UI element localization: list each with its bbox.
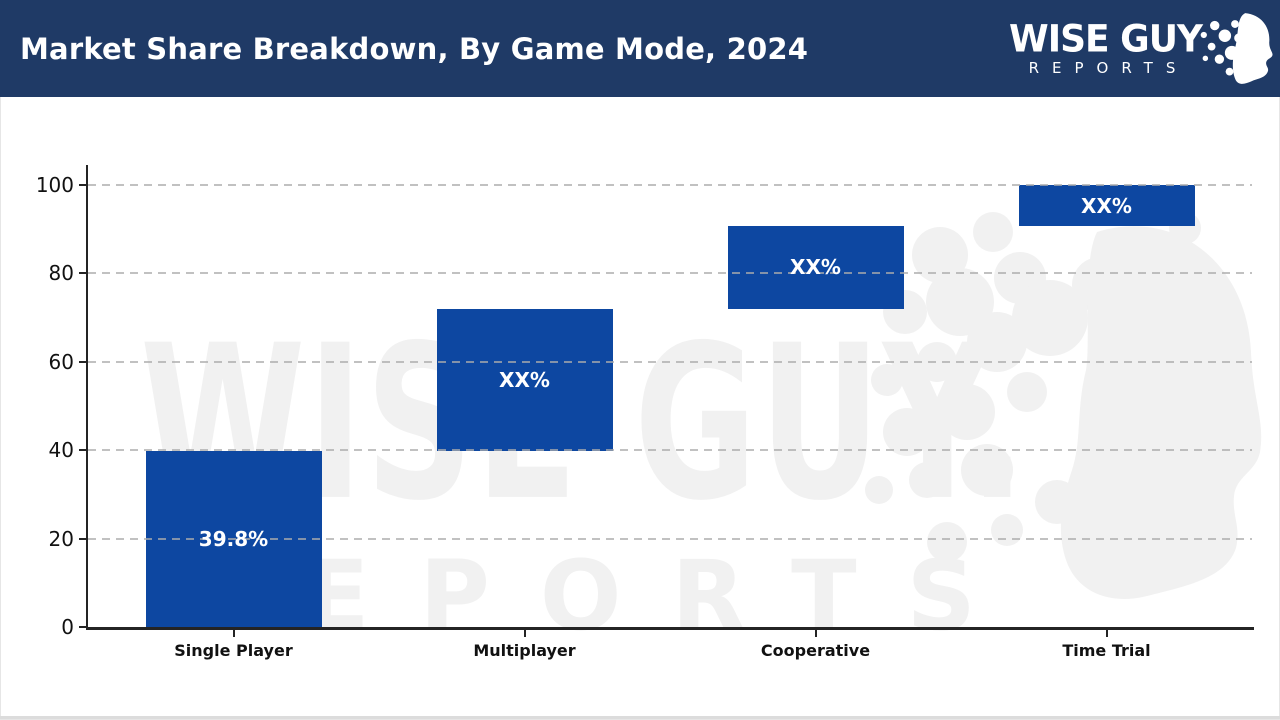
- gridline-80: [88, 272, 1252, 275]
- page-title: Market Share Breakdown, By Game Mode, 20…: [20, 31, 809, 66]
- logo-reports-label: REPORTS: [1028, 59, 1189, 77]
- category-label-cooperative: Cooperative: [760, 641, 871, 660]
- y-tick-label-40: 40: [48, 438, 74, 463]
- gridline-20: [88, 537, 1252, 540]
- category-label-time-trial: Time Trial: [1062, 641, 1151, 660]
- x-tick-time-trial: [1105, 629, 1108, 637]
- logo-text: WISE GUY REPORTS: [1008, 17, 1203, 77]
- y-tick-label-60: 60: [48, 349, 74, 374]
- wise-guy-logo: WISE GUY REPORTS: [1009, 4, 1274, 94]
- y-tick-40: [79, 449, 88, 452]
- x-axis-spine: [86, 627, 1254, 630]
- bar-time-trial: [1018, 185, 1195, 227]
- bar-value-label: XX%: [790, 255, 841, 280]
- footer-divider: [0, 716, 1280, 719]
- y-tick-label-0: 0: [61, 615, 74, 639]
- x-tick-single-player: [232, 629, 235, 637]
- y-tick-label-20: 20: [48, 526, 74, 551]
- header-bar: Market Share Breakdown, By Game Mode, 20…: [0, 0, 1280, 97]
- logo-head-icon: [1200, 13, 1273, 84]
- watermark-head-icon: [865, 212, 1262, 599]
- bar-value-label: 39.8%: [198, 527, 269, 552]
- y-tick-80: [79, 272, 88, 275]
- bar-cooperative: [727, 226, 904, 309]
- y-tick-label-80: 80: [48, 261, 74, 286]
- gridline-60: [88, 360, 1252, 363]
- gridline-100: [88, 184, 1252, 186]
- bar-value-label: XX%: [499, 367, 550, 392]
- y-tick-60: [79, 360, 88, 363]
- y-tick-20: [79, 537, 88, 540]
- y-axis-spine: [86, 165, 88, 629]
- bar-value-label: XX%: [1081, 193, 1132, 218]
- y-tick-100: [79, 184, 88, 186]
- x-tick-cooperative: [814, 629, 817, 637]
- category-label-single-player: Single Player: [174, 641, 293, 660]
- x-tick-multiplayer: [523, 629, 526, 637]
- y-tick-0: [79, 626, 88, 628]
- y-tick-label-100: 100: [35, 173, 74, 197]
- gridline-40: [88, 449, 1252, 452]
- logo-wiseguy-label: WISE GUY: [1008, 17, 1203, 61]
- category-label-multiplayer: Multiplayer: [473, 641, 576, 660]
- bar-multiplayer: [436, 308, 613, 452]
